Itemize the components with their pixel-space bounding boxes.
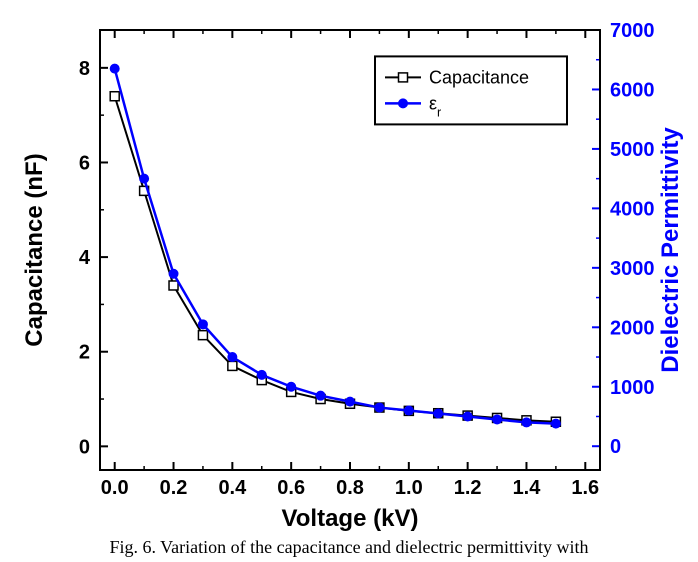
figure-caption: Fig. 6. Variation of the capacitance and… xyxy=(0,537,698,558)
x-tick-label: 0.6 xyxy=(277,477,305,499)
y-left-tick-label: 4 xyxy=(79,247,91,269)
x-tick-label: 0.0 xyxy=(101,477,129,499)
y-right-tick-label: 1000 xyxy=(610,377,655,399)
series-marker xyxy=(228,353,237,362)
series-marker xyxy=(493,415,502,424)
legend: Capacitanceεr xyxy=(375,56,567,124)
series-marker xyxy=(198,320,207,329)
series-marker xyxy=(346,397,355,406)
y-left-tick-label: 6 xyxy=(79,152,90,174)
y-left-tick-label: 8 xyxy=(79,58,90,80)
y-left-tick-label: 2 xyxy=(79,342,90,364)
series-marker xyxy=(228,361,237,370)
series-marker xyxy=(463,412,472,421)
y-right-tick-label: 7000 xyxy=(610,20,655,42)
y-left-tick-label: 0 xyxy=(79,436,90,458)
series-marker xyxy=(169,269,178,278)
x-tick-label: 1.4 xyxy=(513,477,542,499)
x-tick-label: 1.0 xyxy=(395,477,423,499)
series-marker xyxy=(287,382,296,391)
series-marker xyxy=(257,370,266,379)
x-tick-label: 0.2 xyxy=(160,477,188,499)
series-marker xyxy=(522,418,531,427)
y-right-tick-label: 0 xyxy=(610,436,621,458)
series-marker xyxy=(110,64,119,73)
y-right-tick-label: 4000 xyxy=(610,198,655,220)
series-marker xyxy=(110,92,119,101)
x-tick-label: 0.4 xyxy=(218,477,247,499)
y-right-tick-label: 2000 xyxy=(610,317,655,339)
y-right-tick-label: 5000 xyxy=(610,139,655,161)
series-marker xyxy=(198,331,207,340)
series-marker xyxy=(404,406,413,415)
y-left-axis-label: Capacitance (nF) xyxy=(21,153,48,346)
x-tick-label: 0.8 xyxy=(336,477,364,499)
x-tick-label: 1.6 xyxy=(571,477,599,499)
series-marker xyxy=(375,403,384,412)
series-marker xyxy=(551,419,560,428)
x-axis-label: Voltage (kV) xyxy=(282,505,419,532)
series-marker xyxy=(169,281,178,290)
y-right-axis-label: Dielectric Permittivity xyxy=(657,127,684,373)
legend-label: Capacitance xyxy=(429,67,529,87)
series-marker xyxy=(316,391,325,400)
series-marker xyxy=(140,174,149,183)
x-tick-label: 1.2 xyxy=(454,477,482,499)
y-right-tick-label: 6000 xyxy=(610,79,655,101)
series-marker xyxy=(434,409,443,418)
y-right-tick-label: 3000 xyxy=(610,258,655,280)
